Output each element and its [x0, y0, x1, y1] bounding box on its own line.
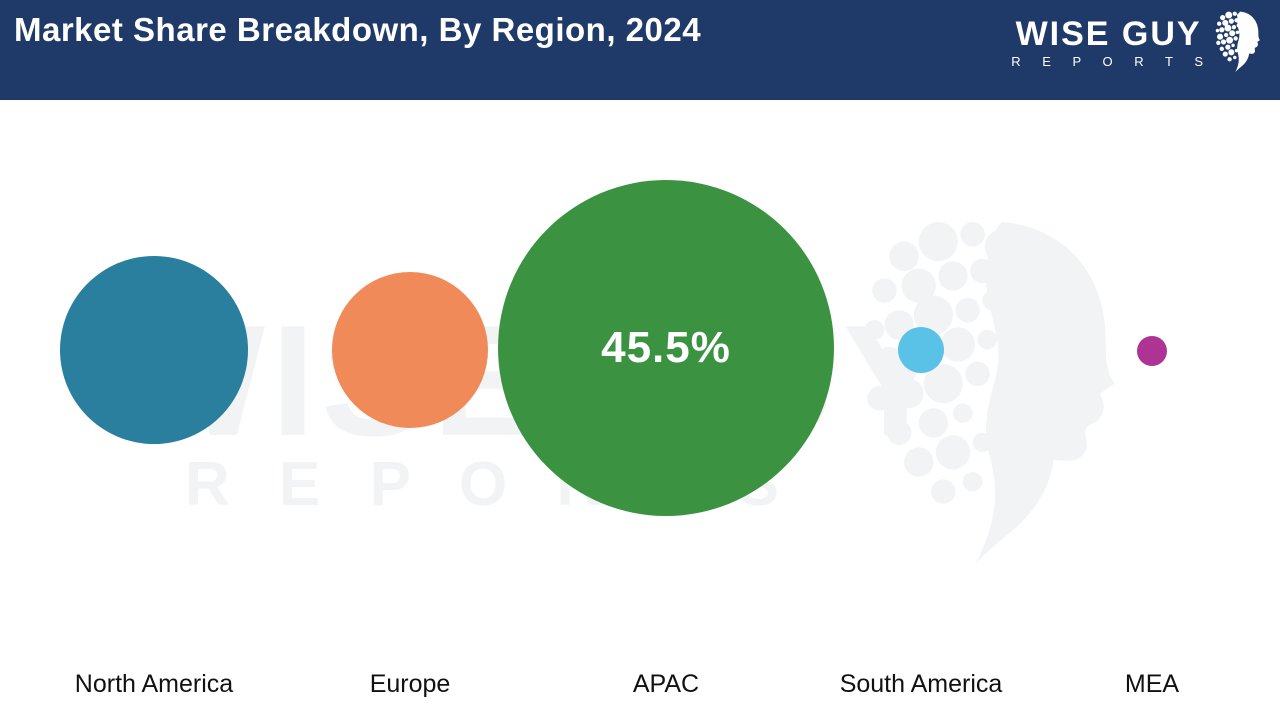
bubble-north-america: [60, 256, 248, 444]
logo-head-icon: [1215, 11, 1260, 73]
bubble-south-america: [898, 327, 944, 373]
category-label-north-america: North America: [74, 670, 234, 698]
bubble-mea: [1137, 336, 1167, 366]
header-bar: Market Share Breakdown, By Region, 2024 …: [0, 0, 1280, 100]
category-label-apac: APAC: [632, 670, 700, 698]
category-label-south-america: South America: [839, 670, 1003, 698]
page-title: Market Share Breakdown, By Region, 2024: [14, 11, 702, 48]
bubble-europe: [332, 272, 488, 428]
category-label-mea: MEA: [1124, 670, 1180, 698]
bubble-value-label: 45.5%: [601, 323, 731, 372]
logo-wordmark: WISE GUY: [1015, 14, 1202, 53]
logo-subtext: R E P O R T S: [1011, 53, 1212, 69]
category-label-europe: Europe: [369, 670, 451, 698]
bubble-apac: 45.5%: [498, 180, 834, 516]
wise-guy-logo: WISE GUY R E P O R T S: [1005, 8, 1266, 76]
